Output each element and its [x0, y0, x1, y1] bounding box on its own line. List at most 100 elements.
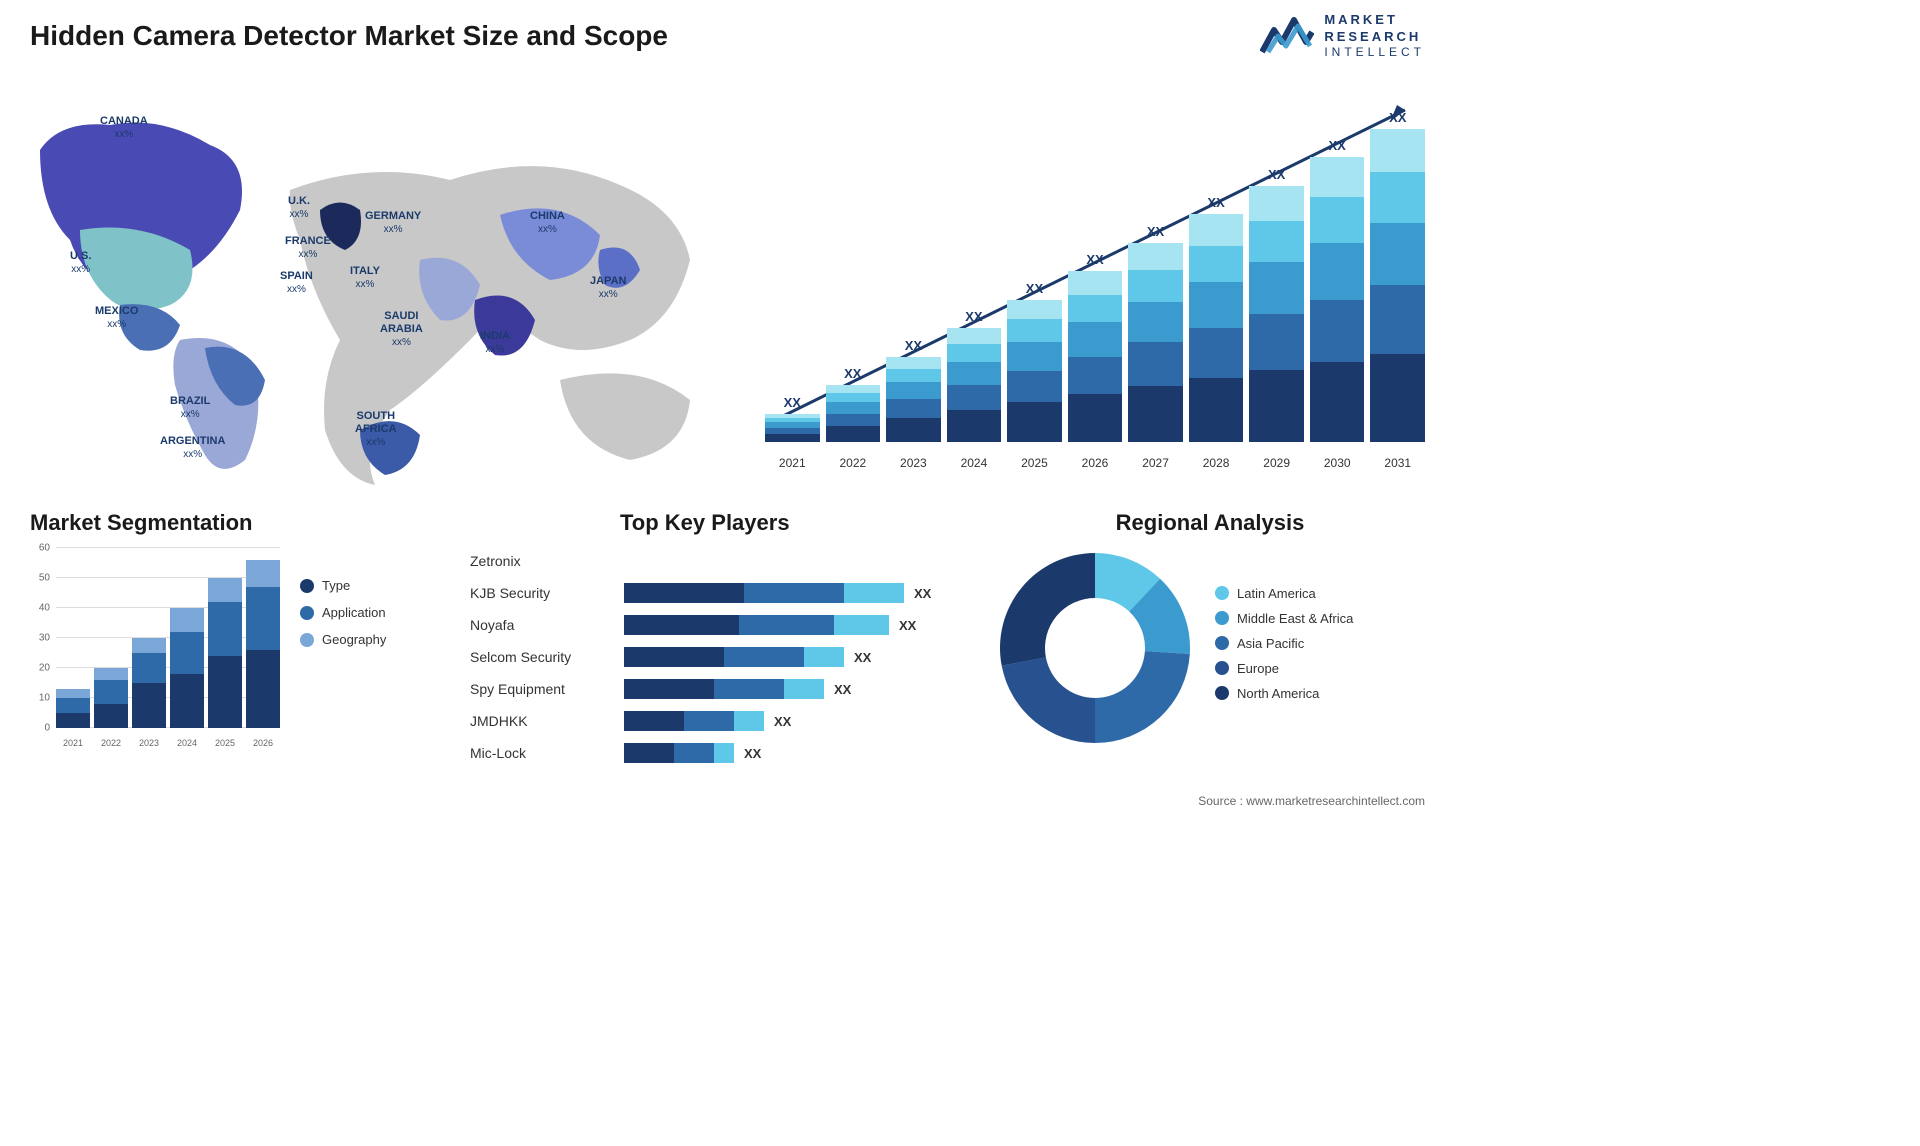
map-label: U.S.xx%	[70, 250, 91, 276]
key-player-bar	[624, 615, 889, 635]
legend-item: Latin America	[1215, 586, 1353, 601]
key-player-value: XX	[899, 618, 916, 633]
map-label: BRAZILxx%	[170, 395, 210, 421]
seg-bar-col	[208, 578, 242, 728]
growth-chart: XX XX XX XX XX XX XX XX XX XX XX 2021 2022 2023 2024 2…	[765, 90, 1425, 470]
growth-bar-value: XX	[1207, 195, 1224, 210]
legend-item: North America	[1215, 686, 1353, 701]
map-label: JAPANxx%	[590, 275, 626, 301]
growth-bar-col: XX	[1007, 281, 1062, 442]
legend-item: Asia Pacific	[1215, 636, 1353, 651]
seg-xlabel: 2022	[94, 738, 128, 748]
map-label: MEXICOxx%	[95, 305, 138, 331]
growth-xlabel: 2022	[826, 456, 881, 470]
map-label: FRANCExx%	[285, 235, 331, 261]
key-player-row: Selcom Security XX	[470, 644, 970, 670]
logo-icon	[1260, 12, 1314, 60]
growth-xlabel: 2027	[1128, 456, 1183, 470]
key-player-bar	[624, 647, 844, 667]
growth-xlabel: 2023	[886, 456, 941, 470]
growth-xlabel: 2030	[1310, 456, 1365, 470]
map-label: ITALYxx%	[350, 265, 380, 291]
growth-xlabel: 2026	[1068, 456, 1123, 470]
seg-bar-col	[170, 608, 204, 728]
key-player-value: XX	[914, 586, 931, 601]
growth-bar-value: XX	[1026, 281, 1043, 296]
regional-donut-chart	[995, 548, 1195, 748]
map-label: INDIAxx%	[480, 330, 510, 356]
growth-xlabel: 2029	[1249, 456, 1304, 470]
growth-bar-value: XX	[1147, 224, 1164, 239]
key-player-row: Zetronix	[470, 548, 970, 574]
key-player-row: JMDHKK XX	[470, 708, 970, 734]
growth-bar-col: XX	[947, 309, 1002, 442]
key-players-title: Top Key Players	[620, 510, 970, 536]
map-label: GERMANYxx%	[365, 210, 421, 236]
map-label: CANADAxx%	[100, 115, 148, 141]
growth-bar-col: XX	[1189, 195, 1244, 442]
logo-line2: RESEARCH	[1324, 29, 1425, 45]
growth-bar-col: XX	[1310, 138, 1365, 442]
regional-legend: Latin AmericaMiddle East & AfricaAsia Pa…	[1215, 586, 1353, 711]
key-player-name: Spy Equipment	[470, 681, 620, 697]
logo-line1: MARKET	[1324, 12, 1425, 28]
growth-xlabel: 2024	[947, 456, 1002, 470]
key-player-bar	[624, 679, 824, 699]
segmentation-chart: 0102030405060 202120222023202420252026	[30, 548, 280, 748]
growth-bar-value: XX	[1329, 138, 1346, 153]
seg-xlabel: 2024	[170, 738, 204, 748]
source-attribution: Source : www.marketresearchintellect.com	[1198, 794, 1425, 808]
key-player-value: XX	[774, 714, 791, 729]
regional-analysis-title: Regional Analysis	[995, 510, 1425, 536]
map-label: SOUTHAFRICAxx%	[355, 410, 397, 450]
seg-xlabel: 2026	[246, 738, 280, 748]
key-player-bar	[624, 711, 764, 731]
growth-xlabel: 2028	[1189, 456, 1244, 470]
key-player-row: Mic-Lock XX	[470, 740, 970, 766]
key-player-row: Noyafa XX	[470, 612, 970, 638]
key-player-name: JMDHKK	[470, 713, 620, 729]
growth-bar-value: XX	[784, 395, 801, 410]
seg-bar-col	[56, 689, 90, 728]
donut-slice	[1002, 657, 1095, 743]
seg-xlabel: 2025	[208, 738, 242, 748]
map-label: SPAINxx%	[280, 270, 313, 296]
key-players-panel: Top Key Players ZetronixKJB SecurityXXNo…	[470, 510, 970, 772]
regional-analysis-panel: Regional Analysis Latin AmericaMiddle Ea…	[995, 510, 1425, 748]
growth-bar-col: XX	[826, 366, 881, 442]
key-player-name: KJB Security	[470, 585, 620, 601]
key-player-name: Selcom Security	[470, 649, 620, 665]
growth-bar-col: XX	[886, 338, 941, 442]
seg-xlabel: 2023	[132, 738, 166, 748]
key-player-name: Mic-Lock	[470, 745, 620, 761]
growth-bar-value: XX	[1389, 110, 1406, 125]
key-player-value: XX	[834, 682, 851, 697]
segmentation-title: Market Segmentation	[30, 510, 450, 536]
map-label: CHINAxx%	[530, 210, 565, 236]
growth-bar-value: XX	[1086, 252, 1103, 267]
key-player-bar	[624, 743, 734, 763]
seg-bar-col	[246, 560, 280, 728]
seg-xlabel: 2021	[56, 738, 90, 748]
brand-logo: MARKET RESEARCH INTELLECT	[1260, 12, 1425, 60]
growth-bar-value: XX	[1268, 167, 1285, 182]
growth-bar-col: XX	[1370, 110, 1425, 442]
growth-bar-col: XX	[1128, 224, 1183, 442]
key-player-value: XX	[744, 746, 761, 761]
world-map: CANADAxx%U.S.xx%MEXICOxx%BRAZILxx%ARGENT…	[20, 90, 720, 490]
key-player-bar	[624, 583, 904, 603]
growth-bar-col: XX	[765, 395, 820, 442]
growth-bar-value: XX	[965, 309, 982, 324]
key-player-name: Noyafa	[470, 617, 620, 633]
map-label: SAUDIARABIAxx%	[380, 310, 423, 350]
growth-bar-col: XX	[1249, 167, 1304, 442]
legend-item: Type	[300, 578, 386, 593]
growth-xlabel: 2021	[765, 456, 820, 470]
growth-xlabel: 2031	[1370, 456, 1425, 470]
growth-xlabel: 2025	[1007, 456, 1062, 470]
growth-bar-value: XX	[844, 366, 861, 381]
key-player-value: XX	[854, 650, 871, 665]
key-player-row: KJB Security XX	[470, 580, 970, 606]
segmentation-panel: Market Segmentation 0102030405060 202120…	[30, 510, 450, 748]
legend-item: Europe	[1215, 661, 1353, 676]
